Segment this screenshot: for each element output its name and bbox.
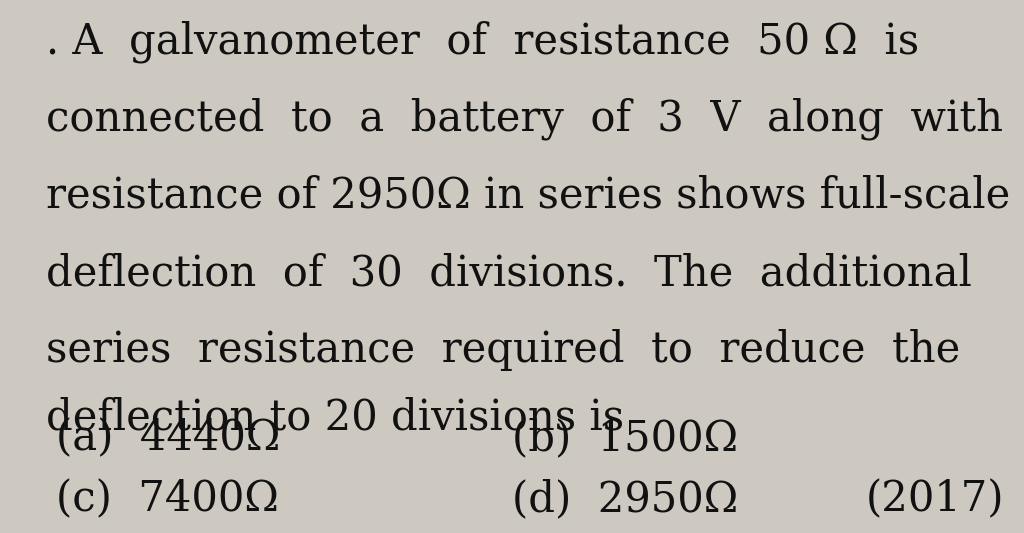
- Text: series  resistance  required  to  reduce  the: series resistance required to reduce the: [46, 329, 961, 372]
- Text: (c)  7400Ω: (c) 7400Ω: [56, 479, 280, 521]
- Text: connected  to  a  battery  of  3  V  along  with  a: connected to a battery of 3 V along with…: [46, 98, 1024, 140]
- Text: (b)  1500Ω: (b) 1500Ω: [512, 417, 738, 459]
- Text: (2017): (2017): [865, 479, 1004, 521]
- Text: deflection  of  30  divisions.  The  additional: deflection of 30 divisions. The addition…: [46, 252, 972, 294]
- Text: (d)  2950Ω: (d) 2950Ω: [512, 479, 738, 521]
- Text: resistance of 2950Ω in series shows full‑scale: resistance of 2950Ω in series shows full…: [46, 175, 1011, 217]
- Text: (a)  4440Ω: (a) 4440Ω: [56, 417, 281, 459]
- Text: deflection to 20 divisions is: deflection to 20 divisions is: [46, 396, 625, 438]
- Text: . A  galvanometer  of  resistance  50 Ω  is: . A galvanometer of resistance 50 Ω is: [46, 20, 920, 63]
